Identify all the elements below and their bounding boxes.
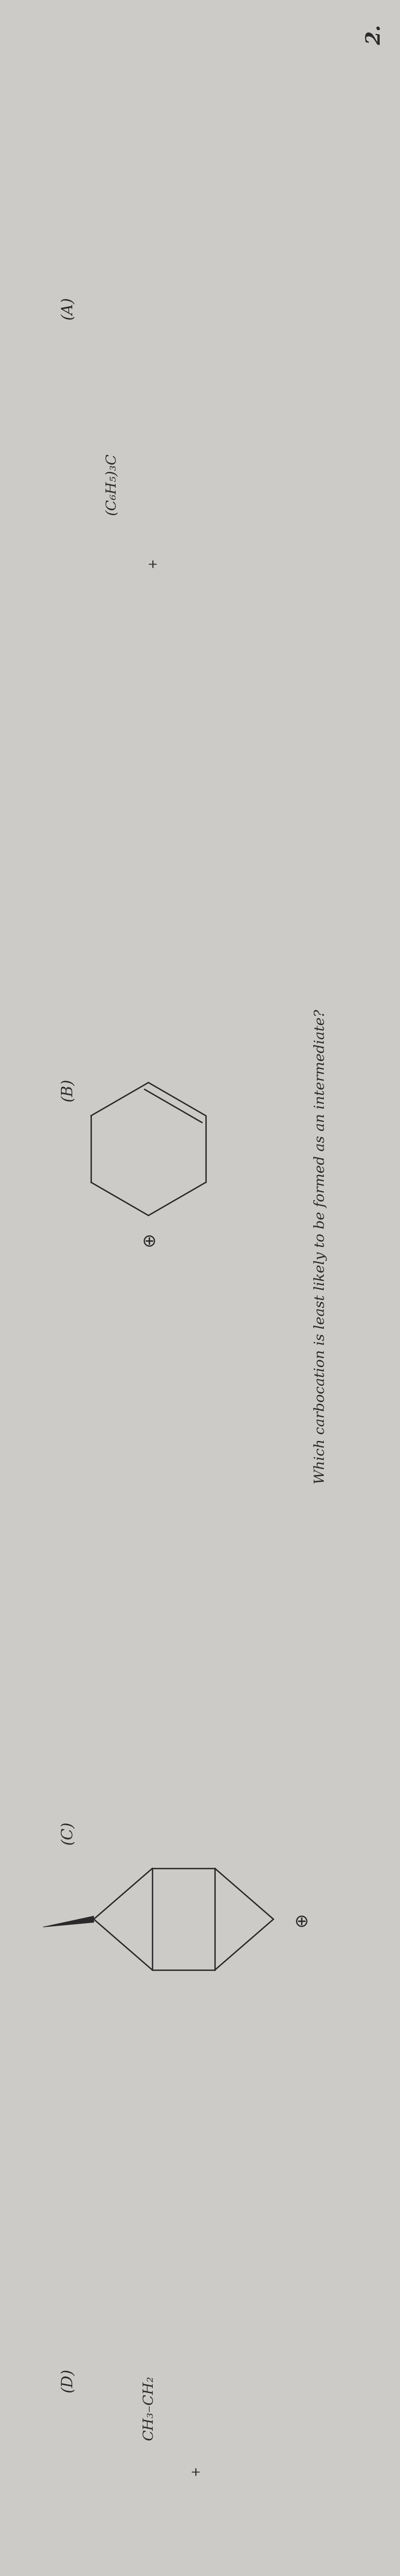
Text: (C₆H₅)₃C: (C₆H₅)₃C — [105, 453, 118, 515]
Text: CH₃–CH₂: CH₃–CH₂ — [142, 2375, 155, 2439]
Text: (D): (D) — [61, 2367, 76, 2393]
Text: 2.: 2. — [366, 26, 384, 44]
Text: ⊕: ⊕ — [292, 1911, 309, 1927]
Text: +: + — [146, 556, 158, 567]
Text: Which carbocation is least likely to be formed as an intermediate?: Which carbocation is least likely to be … — [314, 1010, 327, 1484]
Text: ⊕: ⊕ — [140, 1231, 157, 1247]
Polygon shape — [43, 1917, 94, 1927]
Text: (A): (A) — [61, 296, 76, 319]
Text: (B): (B) — [61, 1079, 76, 1103]
Text: +: + — [189, 2465, 201, 2476]
Text: (C): (C) — [61, 1821, 76, 1844]
